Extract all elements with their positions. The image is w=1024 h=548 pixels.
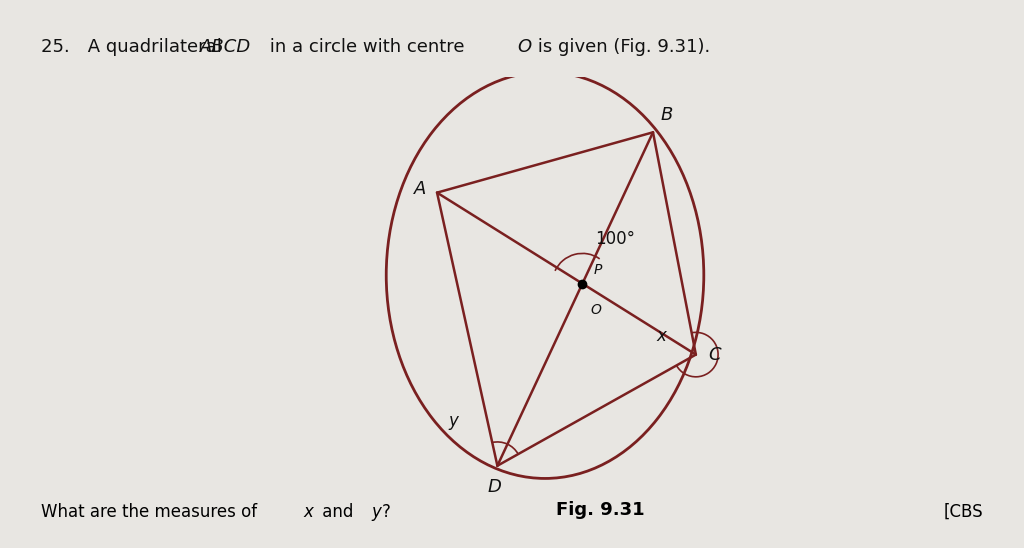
Text: Fig. 9.31: Fig. 9.31	[556, 501, 645, 519]
Text: C: C	[709, 346, 721, 363]
Text: is given (Fig. 9.31).: is given (Fig. 9.31).	[532, 38, 711, 56]
Text: A: A	[414, 180, 426, 198]
Text: y: y	[447, 412, 458, 430]
Text: P: P	[594, 263, 602, 277]
Text: x: x	[656, 327, 666, 345]
Text: 100°: 100°	[595, 230, 635, 248]
Text: B: B	[660, 106, 674, 124]
Text: and: and	[317, 503, 359, 521]
Text: x: x	[303, 503, 313, 521]
Text: 25. A quadrilateral: 25. A quadrilateral	[41, 38, 227, 56]
Text: O: O	[590, 302, 601, 317]
Text: in a circle with centre: in a circle with centre	[264, 38, 470, 56]
Text: y: y	[372, 503, 382, 521]
Text: ABCD: ABCD	[200, 38, 251, 56]
Text: D: D	[487, 478, 501, 496]
Text: What are the measures of: What are the measures of	[41, 503, 262, 521]
Text: [CBS: [CBS	[943, 503, 983, 521]
Text: ?: ?	[382, 503, 391, 521]
Text: O: O	[517, 38, 531, 56]
